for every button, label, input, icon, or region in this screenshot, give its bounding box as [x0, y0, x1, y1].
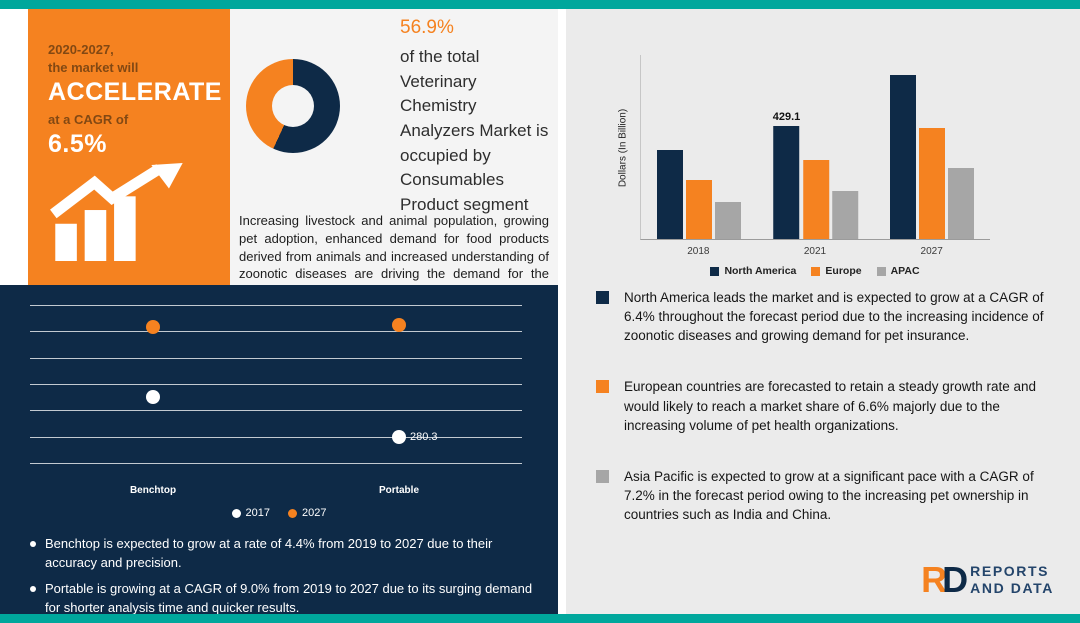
- dot-benchtop-2017: [146, 390, 160, 405]
- teal-strip-bottom: [0, 614, 1080, 623]
- accelerate-line2: the market will: [48, 59, 139, 75]
- legend-swatch: [231, 508, 241, 518]
- legend-swatch: [710, 266, 720, 276]
- consumables-donut-chart: [246, 59, 340, 153]
- bar-north-america-2021: [773, 125, 800, 239]
- x-tick-2018: 2018: [687, 246, 710, 257]
- consumables-panel: 56.9% of the total Veterinary Chemistry …: [230, 9, 558, 299]
- category-label-portable: Portable: [378, 485, 420, 496]
- bar-group-2021: 429.1: [773, 111, 859, 239]
- legend-swatch: [288, 508, 297, 518]
- donut-caption: 56.9% of the total Veterinary Chemistry …: [400, 17, 552, 217]
- dot-plot-legend: 2017 2027: [0, 507, 558, 519]
- dot-value-label: 280.3: [410, 430, 438, 443]
- regional-bar-chart: 429.1: [640, 55, 990, 240]
- bar-legend-entry-north-america: North America: [710, 265, 796, 277]
- dot-legend-entry-2017: 2017: [231, 507, 270, 519]
- dot-benchtop-2027: [146, 319, 160, 334]
- dot-plot-category-axis: Benchtop Portable: [30, 485, 522, 499]
- bar-apac-2021: [832, 191, 859, 239]
- legend-label: APAC: [890, 265, 920, 277]
- legend-label: North America: [724, 265, 797, 277]
- dot-portable-2017: [392, 429, 406, 444]
- dot-legend-entry-2027: 2027: [288, 507, 326, 519]
- apac-bullet-square: [596, 469, 609, 483]
- benchtop-bullet: Benchtop is expected to grow at a rate o…: [30, 535, 534, 573]
- bar-apac-2018: [715, 202, 742, 239]
- benchtop-bullet-text: Benchtop is expected to grow at a rate o…: [45, 536, 493, 570]
- bar-north-america-2027: [889, 75, 916, 239]
- dot-plot-gridline: [30, 436, 522, 438]
- legend-label: 2017: [245, 507, 270, 519]
- logo-text-line1: REPORTS: [970, 562, 1050, 579]
- logo-mark-d: D: [942, 559, 968, 600]
- consumables-share-value: 56.9%: [400, 17, 454, 38]
- product-dot-plot: 280.3: [30, 305, 522, 464]
- accelerate-card: 2020-2027, the market will ACCELERATE at…: [28, 9, 230, 285]
- bar-legend-entry-europe: Europe: [811, 265, 862, 277]
- bar-group-2027: [889, 75, 974, 239]
- product-bullets: Benchtop is expected to grow at a rate o…: [30, 535, 534, 623]
- accelerate-headline: ACCELERATE: [48, 78, 222, 107]
- bar-apac-2027: [947, 167, 974, 239]
- europe-bullet-text: European countries are forecasted to ret…: [624, 379, 1037, 433]
- bar-value-label: 429.1: [772, 110, 801, 123]
- logo-mark-icon: RD: [921, 559, 968, 600]
- reports-and-data-logo: RD REPORTS AND DATA: [921, 562, 1054, 598]
- accelerate-line4: at a CAGR of: [48, 111, 129, 127]
- legend-label: Europe: [825, 265, 862, 277]
- regional-panel: Dollars (In Billion) 429.1 2018 2021 2027 …: [566, 9, 1080, 614]
- growth-chart-icon: [50, 163, 183, 261]
- dot-portable-2027: [392, 317, 406, 332]
- product-segment-panel: 280.3 Benchtop Portable 2017 2027 Benchtop…: [0, 285, 558, 615]
- bar-chart-x-ticks: 2018 2021 2027: [640, 246, 990, 260]
- dot-plot-gridline: [30, 331, 522, 333]
- dot-plot-gridline: [30, 410, 522, 412]
- logo-text: REPORTS AND DATA: [970, 563, 1054, 598]
- north-america-bullet-square: [596, 291, 609, 304]
- apac-bullet-text: Asia Pacific is expected to grow at a si…: [624, 468, 1034, 523]
- europe-bullet: European countries are forecasted to ret…: [596, 377, 1058, 434]
- europe-bullet-square: [596, 380, 609, 394]
- bar-europe-2021: [803, 159, 830, 239]
- bar-chart-legend: North America Europe APAC: [610, 265, 1020, 277]
- teal-strip-top: [0, 0, 1080, 9]
- market-drivers-paragraph: Increasing livestock and animal populati…: [239, 213, 549, 299]
- north-america-bullet: North America leads the market and is ex…: [596, 288, 1058, 345]
- bar-legend-entry-apac: APAC: [876, 265, 920, 277]
- logo-text-line2: AND DATA: [970, 580, 1054, 596]
- accelerate-cagr-value: 6.5%: [48, 130, 107, 159]
- north-america-bullet-text: North America leads the market and is ex…: [624, 290, 1044, 344]
- logo-mark-r: R: [921, 559, 947, 600]
- apac-bullet: Asia Pacific is expected to grow at a si…: [596, 467, 1058, 524]
- x-tick-2021: 2021: [803, 246, 827, 257]
- regional-bullets: North America leads the market and is ex…: [596, 288, 1058, 556]
- legend-label: 2027: [302, 507, 327, 519]
- portable-bullet: Portable is growing at a CAGR of 9.0% fr…: [30, 580, 534, 618]
- bar-europe-2018: [686, 179, 713, 239]
- bar-chart-y-axis-label: Dollars (In Billion): [617, 108, 629, 188]
- category-label-benchtop: Benchtop: [129, 485, 177, 496]
- accelerate-period: 2020-2027,: [48, 42, 114, 57]
- donut-caption-text: of the total Veterinary Chemistry Analyz…: [400, 47, 549, 214]
- dot-plot-gridline: [30, 463, 522, 464]
- bar-europe-2027: [918, 128, 945, 239]
- legend-swatch: [876, 266, 886, 276]
- legend-swatch: [811, 266, 821, 276]
- bar-north-america-2018: [657, 150, 684, 239]
- bar-group-2018: [657, 150, 742, 239]
- portable-bullet-text: Portable is growing at a CAGR of 9.0% fr…: [45, 580, 533, 615]
- x-tick-2027: 2027: [920, 246, 943, 257]
- dot-plot-gridline: [30, 384, 522, 385]
- dot-plot-gridline: [30, 357, 522, 359]
- dot-plot-gridline: [30, 305, 522, 306]
